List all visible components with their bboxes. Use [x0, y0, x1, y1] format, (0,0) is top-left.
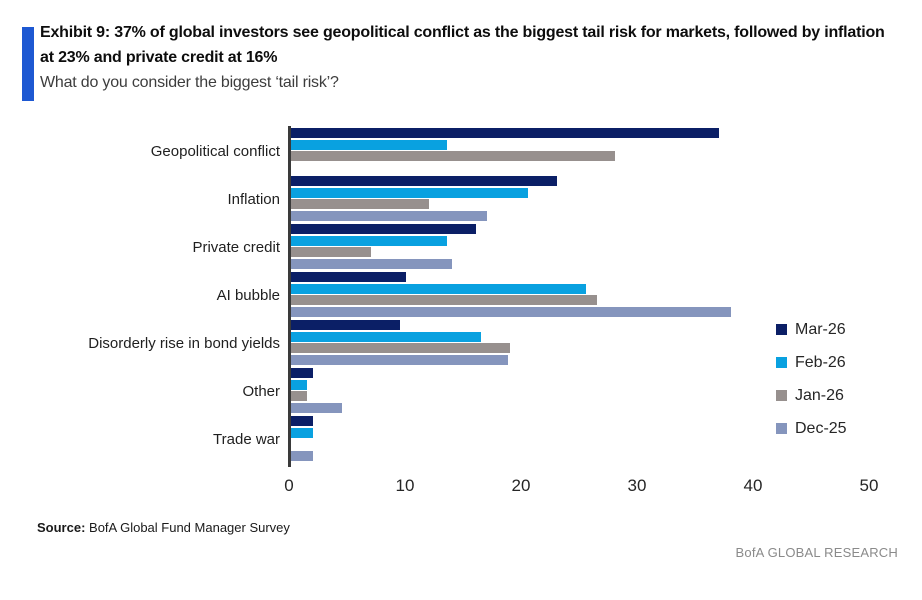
exhibit-accent-bar: [22, 27, 34, 101]
x-tick-label: 10: [395, 476, 415, 495]
bar-feb-26: [290, 139, 447, 150]
legend-label: Jan-26: [795, 386, 844, 404]
chart-row: Trade war: [38, 415, 890, 463]
legend-item-mar-26: Mar-26: [776, 313, 847, 346]
chart-row: AI bubble: [38, 271, 890, 319]
chart-row: Other: [38, 367, 890, 415]
bar-jan-26: [290, 199, 430, 209]
bar-group: [290, 271, 890, 319]
category-label: Private credit: [192, 238, 280, 256]
bar-jan-26: [290, 391, 308, 401]
bar-feb-26: [290, 283, 586, 294]
category-label: Inflation: [227, 190, 280, 208]
chart-row: Geopolitical conflict: [38, 127, 890, 175]
chart-legend: Mar-26 Feb-26 Jan-26 Dec-25: [776, 313, 847, 445]
legend-item-jan-26: Jan-26: [776, 379, 847, 412]
bar-dec-25: [290, 402, 343, 413]
bar-group: [290, 415, 890, 463]
legend-label: Feb-26: [795, 353, 846, 371]
bar-group: [290, 127, 890, 175]
bar-mar-26: [290, 272, 406, 282]
x-tick-label: 50: [859, 476, 879, 495]
bar-feb-26: [290, 427, 314, 438]
legend-item-feb-26: Feb-26: [776, 346, 847, 379]
bar-mar-26: [290, 368, 314, 378]
grouped-bar-chart: Geopolitical conflict Inflation Private cr…: [0, 126, 922, 527]
bar-mar-26: [290, 416, 314, 426]
bar-group: [290, 367, 890, 415]
category-label: Geopolitical conflict: [150, 142, 280, 160]
category-label: Disorderly rise in bond yields: [88, 334, 280, 352]
bar-mar-26: [290, 176, 557, 186]
bar-mar-26: [290, 128, 720, 138]
bar-mar-26: [290, 224, 476, 234]
bar-group: [290, 223, 890, 271]
bar-dec-25: [290, 450, 314, 461]
x-tick-label: 20: [511, 476, 531, 495]
bar-feb-26: [290, 379, 308, 390]
bar-feb-26: [290, 235, 447, 246]
bar-dec-25: [290, 258, 453, 269]
x-tick-label: 0: [284, 476, 294, 495]
legend-swatch-icon: [776, 390, 787, 401]
x-axis-ticks: 0 10 20 30 40 50: [284, 476, 878, 500]
x-tick-label: 30: [627, 476, 647, 495]
bar-dec-25: [290, 210, 488, 221]
x-tick-label: 40: [743, 476, 763, 495]
bar-jan-26: [290, 343, 511, 353]
source-text: BofA Global Fund Manager Survey: [85, 520, 290, 535]
bar-group: [290, 175, 890, 223]
legend-label: Mar-26: [795, 320, 846, 338]
chart-row: Disorderly rise in bond yields: [38, 319, 890, 367]
bar-jan-26: [290, 295, 598, 305]
bar-rows: Geopolitical conflict Inflation Private cr…: [38, 127, 890, 463]
y-axis-line: [288, 126, 291, 467]
legend-label: Dec-25: [795, 419, 847, 437]
category-label: Trade war: [213, 430, 280, 448]
legend-swatch-icon: [776, 357, 787, 368]
chart-row: Inflation: [38, 175, 890, 223]
bar-group: [290, 319, 890, 367]
bar-dec-25: [290, 354, 509, 365]
bar-feb-26: [290, 331, 482, 342]
chart-row: Private credit: [38, 223, 890, 271]
category-label: Other: [242, 382, 280, 400]
legend-swatch-icon: [776, 324, 787, 335]
legend-item-dec-25: Dec-25: [776, 412, 847, 445]
legend-swatch-icon: [776, 423, 787, 434]
branding-text: BofA GLOBAL RESEARCH: [735, 545, 898, 560]
source-label: Source:: [37, 520, 86, 535]
source-line: Source: BofA Global Fund Manager Survey: [37, 520, 290, 535]
bar-mar-26: [290, 320, 401, 330]
bar-jan-26: [290, 151, 615, 161]
bar-feb-26: [290, 187, 528, 198]
bar-jan-26: [290, 247, 372, 257]
survey-question-subtitle: What do you consider the biggest ‘tail r…: [40, 74, 339, 91]
category-label: AI bubble: [216, 286, 280, 304]
header: Exhibit 9: 37% of global investors see g…: [40, 20, 888, 95]
bar-dec-25: [290, 306, 731, 317]
exhibit-title: Exhibit 9: 37% of global investors see g…: [40, 24, 885, 66]
